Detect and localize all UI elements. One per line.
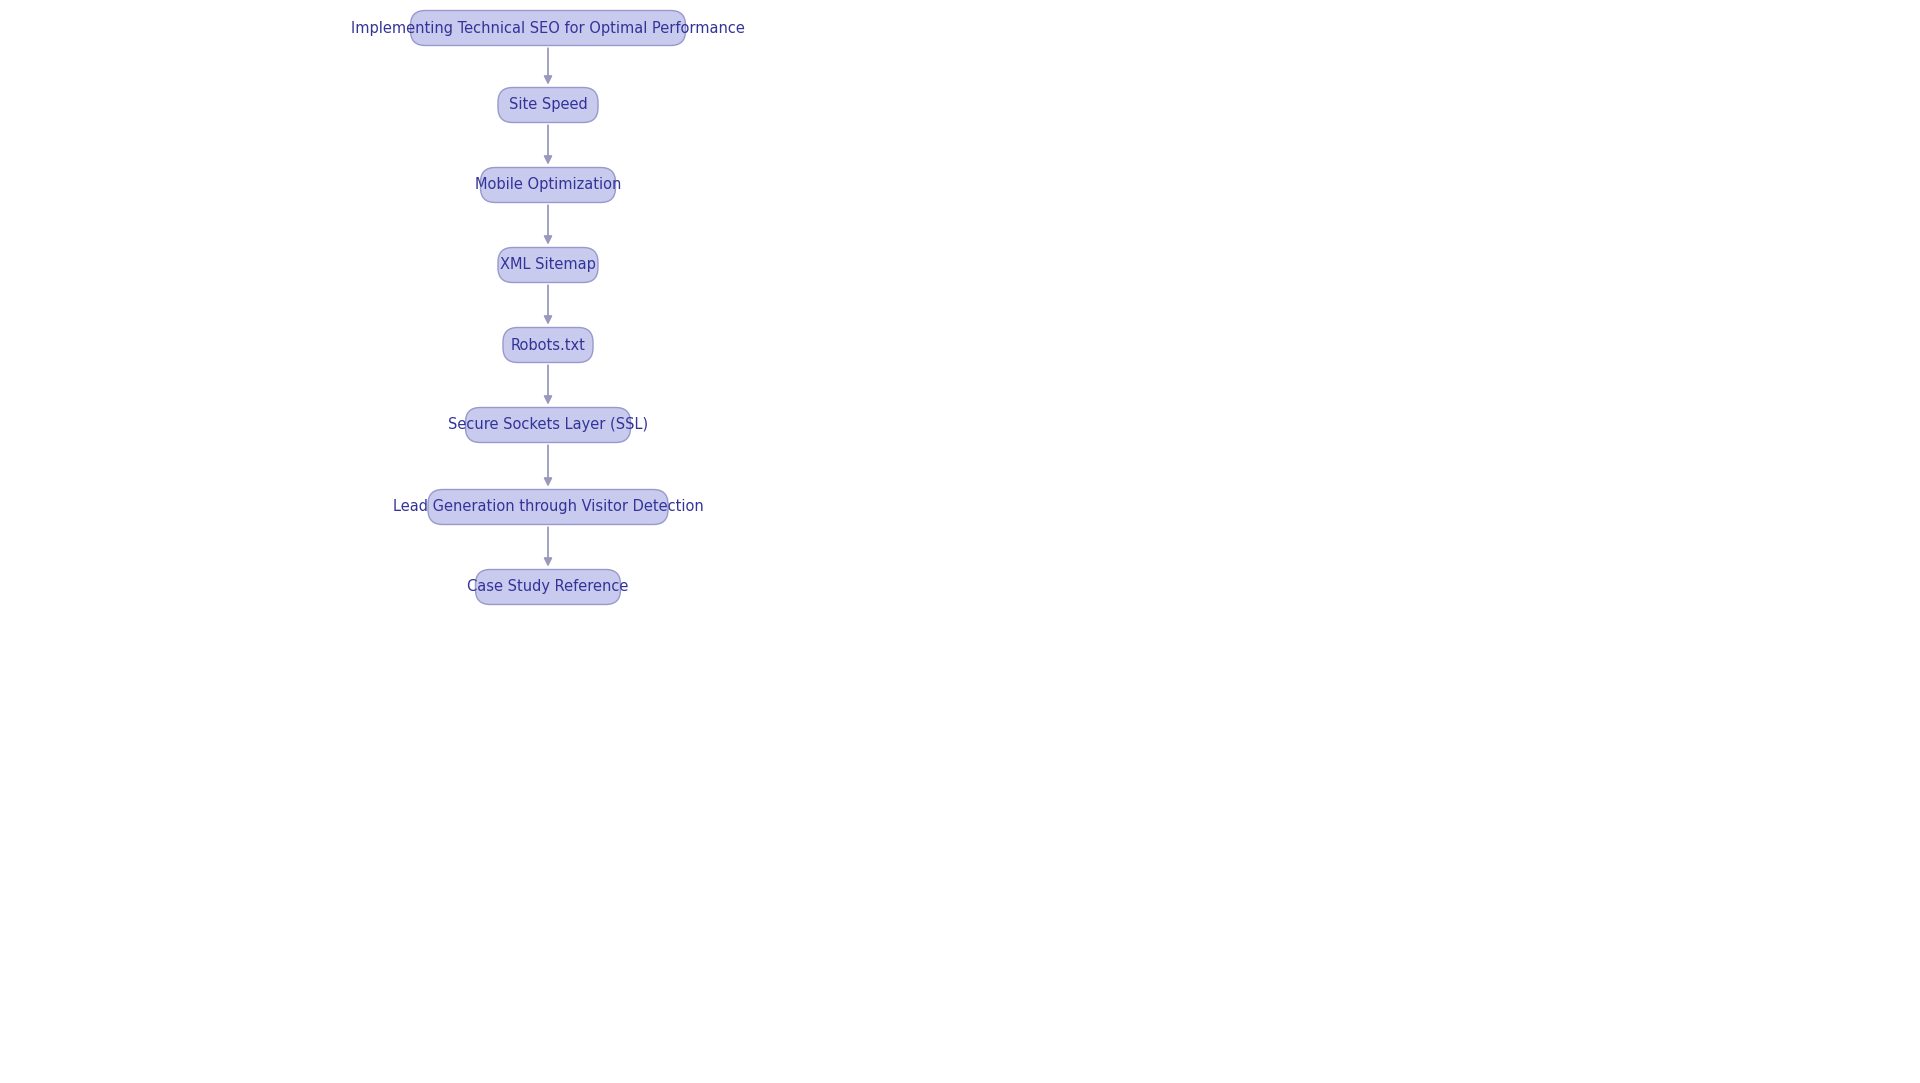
Text: Robots.txt: Robots.txt [511,338,586,352]
Text: Mobile Optimization: Mobile Optimization [474,178,622,193]
Text: Site Speed: Site Speed [509,97,588,113]
FancyBboxPatch shape [497,88,597,122]
Text: XML Sitemap: XML Sitemap [499,258,595,273]
FancyBboxPatch shape [428,490,668,524]
FancyBboxPatch shape [497,248,597,283]
Text: Case Study Reference: Case Study Reference [467,579,628,595]
FancyBboxPatch shape [480,168,616,203]
FancyBboxPatch shape [476,570,620,604]
FancyBboxPatch shape [411,11,685,45]
Text: Implementing Technical SEO for Optimal Performance: Implementing Technical SEO for Optimal P… [351,21,745,36]
Text: Lead Generation through Visitor Detection: Lead Generation through Visitor Detectio… [392,499,703,514]
FancyBboxPatch shape [503,327,593,363]
Text: Secure Sockets Layer (SSL): Secure Sockets Layer (SSL) [447,418,649,432]
FancyBboxPatch shape [465,407,630,443]
